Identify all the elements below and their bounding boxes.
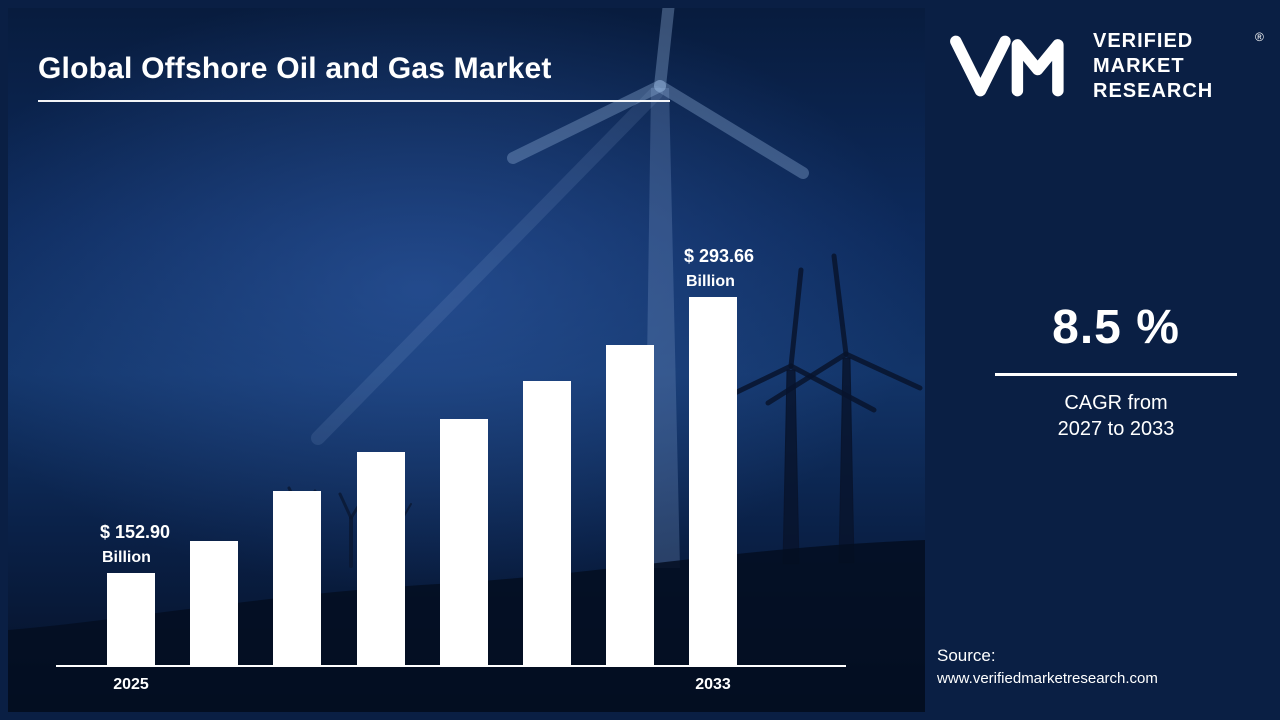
vmr-logo: VERIFIED MARKET RESEARCH [947,28,1213,104]
x-axis-baseline [56,665,846,667]
bar-5 [439,419,488,665]
chart-background-photo: Global Offshore Oil and Gas Market 2025 … [8,8,925,712]
bar-chart: 2025 2033 $ 152.90 Billion $ 293.66 Bill… [8,8,925,712]
brand-line-2: MARKET [1093,54,1185,77]
bar-2 [190,541,239,665]
brand-line-3: RESEARCH [1093,79,1214,102]
vmr-monogram-icon [950,35,1064,97]
data-label-2025: $ 152.90 Billion [100,520,170,570]
data-label-2025-unit: Billion [102,549,151,566]
source-label: Source: [937,646,996,665]
bar-7 [606,345,655,665]
bar-4 [356,452,405,665]
right-turbines [705,253,923,565]
bar-3 [273,491,322,665]
data-label-2033-unit: Billion [686,273,735,290]
bar-1 [107,573,155,665]
bar-6 [523,381,571,665]
large-turbine-blades [507,8,809,179]
page-title: Global Offshore Oil and Gas Market [38,52,552,85]
cagr-caption: CAGR from 2027 to 2033 [995,390,1237,442]
cagr-caption-line2: 2027 to 2033 [1057,418,1175,440]
right-panel: VERIFIED MARKET RESEARCH ® 8.5 % CAGR fr… [925,0,1280,720]
data-label-2025-value: $ 152.90 [100,522,171,542]
source-block: Source: www.verifiedmarketresearch.com [937,644,1158,690]
bar-8 [689,297,738,665]
x-tick-2025: 2025 [113,676,149,693]
cagr-value: 8.5 % [1052,301,1180,354]
registered-trademark-symbol: ® [1255,30,1264,44]
cagr-caption-line1: CAGR from [1064,392,1168,414]
cagr-underline [995,373,1237,376]
vmr-brand-text: VERIFIED MARKET RESEARCH [1093,29,1213,104]
title-underline [38,100,670,102]
data-label-2033-value: $ 293.66 [684,246,755,266]
data-label-2033: $ 293.66 Billion [684,244,754,294]
brand-line-1: VERIFIED [1093,29,1194,52]
source-url: www.verifiedmarketresearch.com [937,670,1158,687]
x-tick-2033: 2033 [695,676,731,693]
